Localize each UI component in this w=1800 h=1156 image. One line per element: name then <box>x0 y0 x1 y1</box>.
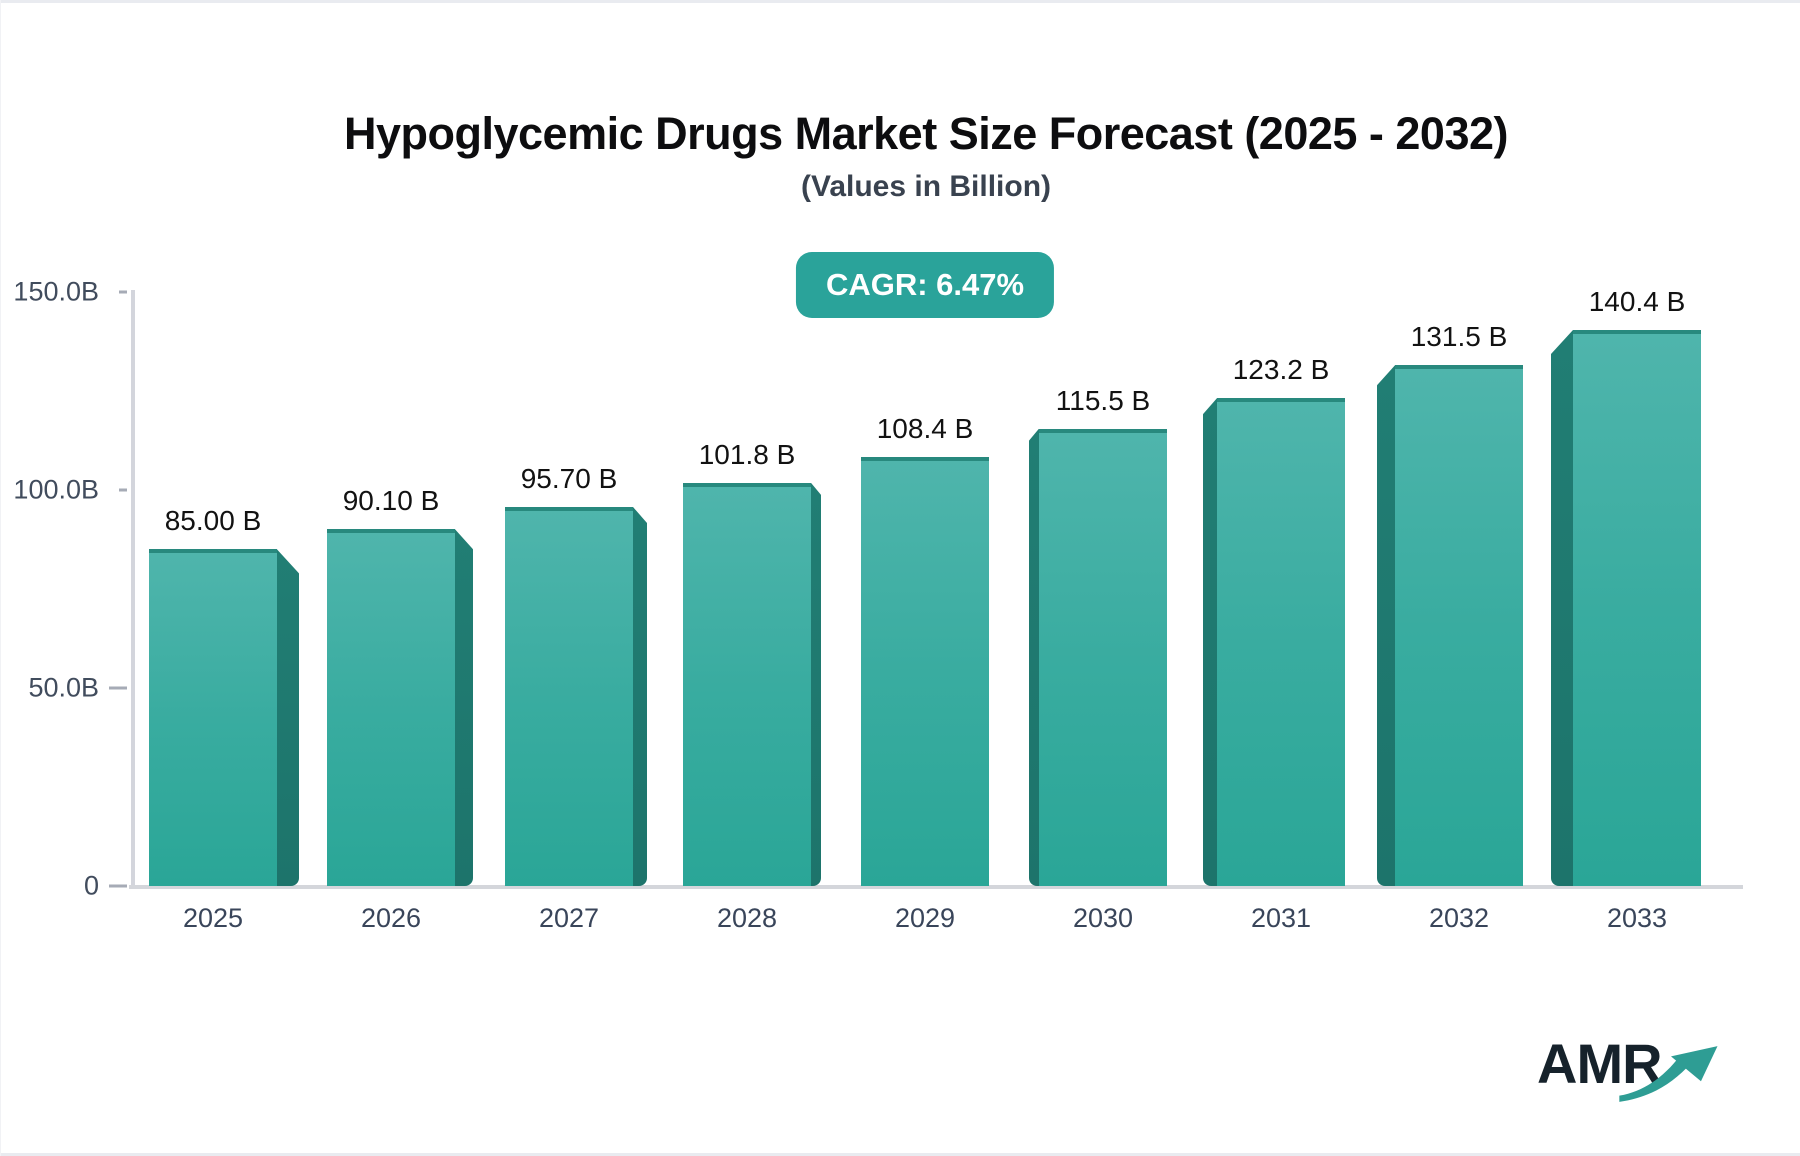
bar-value-label: 95.70 B <box>520 463 618 495</box>
bar-2028 <box>683 482 811 886</box>
bar-value-label: 123.2 B <box>1232 354 1330 386</box>
bar-2031 <box>1217 398 1345 886</box>
bar-value-label: 131.5 B <box>1410 321 1508 353</box>
bar-side-face <box>811 482 821 886</box>
y-tick-label: 0 <box>83 870 99 901</box>
bar-value-label: 140.4 B <box>1588 286 1686 318</box>
growth-arrow-icon <box>1619 1046 1718 1102</box>
x-tick-label: 2025 <box>182 903 244 933</box>
bar-2029 <box>861 456 989 886</box>
chart-title: Hypoglycemic Drugs Market Size Forecast … <box>343 108 1509 159</box>
bar-side-face <box>1029 428 1039 886</box>
x-tick-label: 2032 <box>1428 903 1490 933</box>
y-tick-label: 150.0B <box>13 276 99 307</box>
cagr-badge: CAGR: 6.47% <box>795 252 1055 318</box>
x-tick-label: 2026 <box>360 903 422 933</box>
bar-value-label: 90.10 B <box>342 485 440 517</box>
y-tick-dash <box>109 686 127 690</box>
x-tick-label: 2030 <box>1072 903 1134 933</box>
x-tick-label: 2027 <box>538 903 600 933</box>
bar-value-label: 115.5 B <box>1055 384 1151 416</box>
bar-2030 <box>1039 428 1167 886</box>
page-bottom-border <box>1 1153 1800 1156</box>
y-tick-dash <box>119 290 127 294</box>
y-tick-dash <box>119 488 127 492</box>
y-tick-label: 100.0B <box>13 474 99 505</box>
y-tick-dash <box>109 884 127 888</box>
x-tick-label: 2031 <box>1250 903 1312 933</box>
page-top-border <box>1 0 1800 3</box>
bar-side-face <box>633 507 647 886</box>
bar-value-label: 85.00 B <box>164 505 262 537</box>
x-tick-label: 2033 <box>1606 903 1668 933</box>
bar-2027 <box>505 507 633 886</box>
bar-2026 <box>327 529 455 886</box>
bar-value-label: 101.8 B <box>698 438 796 470</box>
amr-logo: AMR <box>1537 1036 1727 1106</box>
chart-subtitle: (Values in Billion) <box>800 170 1052 203</box>
amr-logo-text: AMR <box>1537 1032 1663 1095</box>
y-axis-line <box>131 290 135 887</box>
bar-2032 <box>1395 365 1523 886</box>
x-tick-label: 2029 <box>894 903 956 933</box>
bar-2033 <box>1573 330 1701 886</box>
bar-side-face <box>455 529 473 886</box>
bar-side-face <box>277 549 299 886</box>
bar-side-face <box>1203 398 1217 886</box>
bar-2025 <box>149 549 277 886</box>
x-tick-label: 2028 <box>716 903 778 933</box>
y-tick-label: 50.0B <box>28 672 99 703</box>
bar-side-face <box>1551 330 1573 886</box>
bar-value-label: 108.4 B <box>876 412 974 444</box>
x-axis-line <box>129 885 1743 889</box>
bar-side-face <box>1377 365 1395 886</box>
